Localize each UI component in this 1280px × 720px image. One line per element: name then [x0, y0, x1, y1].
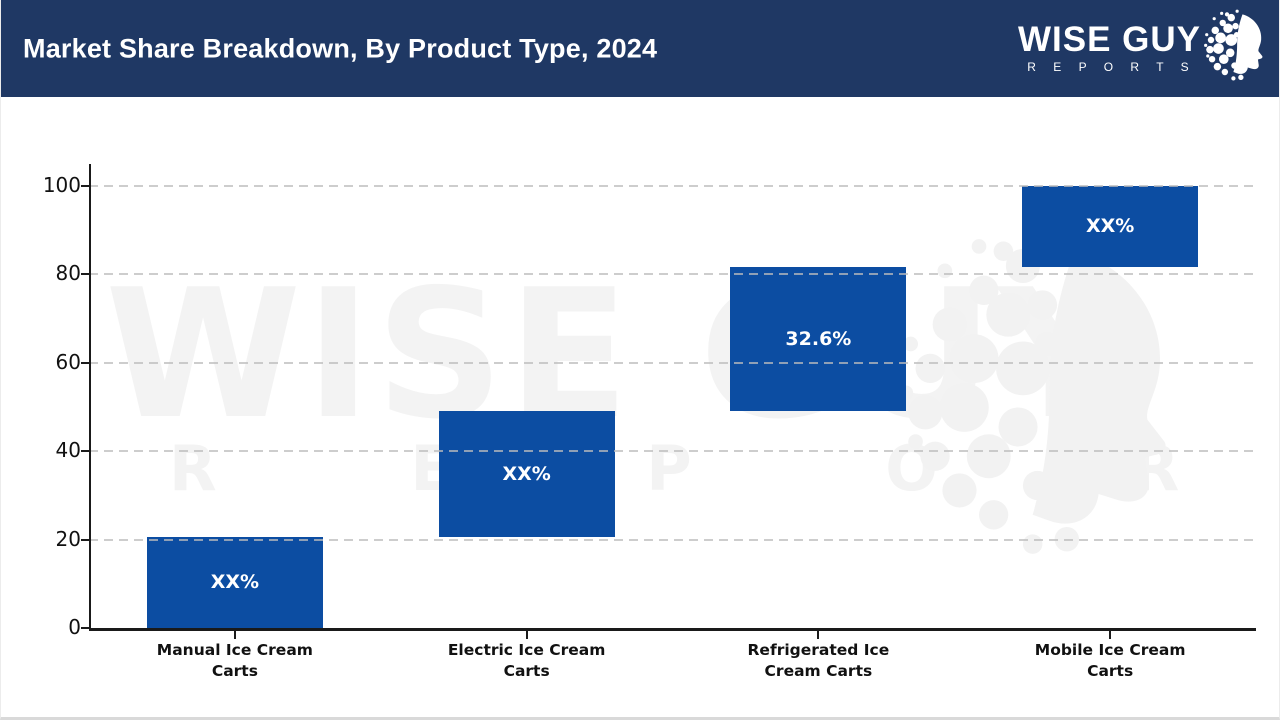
y-axis-tick-label: 40: [55, 438, 81, 463]
gridline-100: [89, 185, 1256, 187]
y-axis-tick: [81, 185, 89, 187]
x-category-label: Refrigerated Ice Cream Carts: [747, 641, 890, 680]
gridline-40: [89, 450, 1256, 453]
y-axis-tick: [81, 538, 89, 541]
y-axis-tick: [81, 627, 89, 629]
watermark-head-icon: [879, 222, 1201, 588]
gridline-20: [89, 538, 1256, 541]
bar-segment: 32.6%: [730, 266, 907, 411]
x-axis-line: [89, 628, 1256, 631]
bar-segment: XX%: [146, 536, 323, 628]
bar-value-label: XX%: [502, 462, 551, 485]
y-axis-tick-label: 80: [55, 261, 81, 286]
x-axis-tick: [233, 631, 236, 639]
gridline-60: [89, 361, 1256, 364]
gridline-80: [89, 273, 1256, 276]
bar-value-label: XX%: [210, 571, 260, 594]
x-category-label: Electric Ice Cream Carts: [447, 641, 606, 680]
y-axis-tick: [81, 273, 89, 276]
y-axis-tick-label: 20: [55, 526, 81, 551]
bar-segment: XX%: [1022, 186, 1199, 267]
page-title: Market Share Breakdown, By Product Type,…: [23, 33, 658, 63]
x-category-label: Manual Ice Cream Carts: [156, 641, 313, 680]
y-axis-tick-label: 60: [55, 349, 81, 374]
header-bar: Market Share Breakdown, By Product Type,…: [1, 0, 1279, 97]
x-axis-tick: [817, 631, 820, 639]
bar-value-label: XX%: [1085, 215, 1135, 238]
bar-value-label: 32.6%: [785, 327, 852, 350]
wiseguy-logo-text: WISE GUY R E P O R T S: [1017, 20, 1201, 74]
wiseguy-logo: WISE GUY R E P O R T S: [1018, 7, 1267, 89]
logo-line1: WISE GUY: [1017, 20, 1201, 60]
logo-line2: R E P O R T S: [1027, 59, 1196, 74]
y-axis-line: [89, 164, 91, 631]
y-axis-tick: [81, 450, 89, 453]
bar-segment: XX%: [438, 410, 615, 537]
wiseguy-head-icon: [1203, 7, 1267, 89]
x-axis-tick: [1109, 631, 1112, 639]
y-axis-tick-label: 0: [68, 615, 81, 639]
y-axis-tick: [81, 361, 89, 364]
y-axis-tick-label: 100: [42, 173, 81, 197]
x-category-label: Mobile Ice Cream Carts: [1034, 641, 1186, 680]
x-axis-tick: [525, 631, 528, 639]
